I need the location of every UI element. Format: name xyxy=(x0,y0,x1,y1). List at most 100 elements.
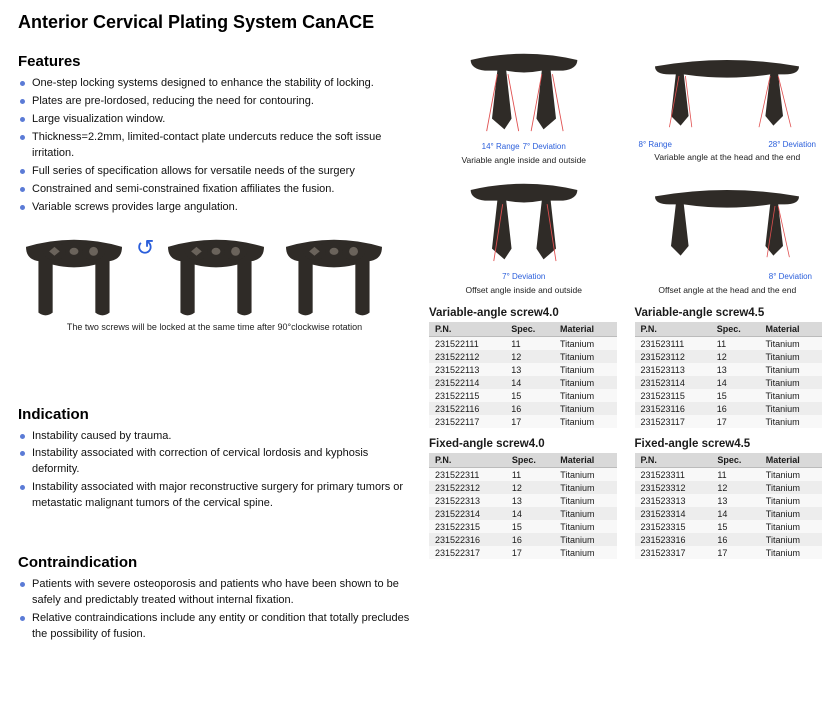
table-cell: 231522312 xyxy=(429,481,506,494)
table-cell: Titanium xyxy=(554,376,617,389)
table-cell: Titanium xyxy=(760,481,822,494)
table-cell: Titanium xyxy=(554,350,617,363)
table-cell: 231523115 xyxy=(635,389,711,402)
table-header-cell: P.N. xyxy=(429,453,506,468)
diagram-caption: Variable angle at the head and the end xyxy=(633,152,823,162)
table-cell: 231522116 xyxy=(429,402,505,415)
table-cell: Titanium xyxy=(760,402,823,415)
table-cell: 231523313 xyxy=(635,494,712,507)
table-header-cell: Material xyxy=(760,322,823,337)
table-cell: Titanium xyxy=(554,507,616,520)
plate-icon xyxy=(160,238,272,318)
diagram-cell: 7° Deviation Offset angle inside and out… xyxy=(429,177,619,295)
table-row: 23152211111Titanium xyxy=(429,337,617,351)
table-row: 23152231414Titanium xyxy=(429,507,617,520)
diagram-cell: 8° Deviation Offset angle at the head an… xyxy=(633,177,823,295)
table-cell: 231522113 xyxy=(429,363,505,376)
table-header-cell: P.N. xyxy=(429,322,505,337)
plate-caption: The two screws will be locked at the sam… xyxy=(18,322,411,332)
table-cell: 231523114 xyxy=(635,376,711,389)
table-row: 23152231212Titanium xyxy=(429,481,617,494)
screw-variable-headend-icon xyxy=(647,47,807,137)
table-cell: Titanium xyxy=(554,415,617,428)
diagram-cell: 14° Range 7° Deviation Variable angle in… xyxy=(429,47,619,165)
table-row: 23152211616Titanium xyxy=(429,402,617,415)
table-cell: 231523116 xyxy=(635,402,711,415)
angle-label: 14° Range xyxy=(482,142,520,151)
table-cell: 13 xyxy=(711,494,759,507)
table-cell: Titanium xyxy=(554,402,617,415)
table-cell: Titanium xyxy=(554,363,617,376)
table-cell: 231523317 xyxy=(635,546,712,559)
table-row: 23152231313Titanium xyxy=(429,494,617,507)
table-cell: 14 xyxy=(711,507,759,520)
table-cell: Titanium xyxy=(760,546,822,559)
angle-label: 7° Deviation xyxy=(502,272,545,281)
table-cell: Titanium xyxy=(760,533,822,546)
table-cell: 231523312 xyxy=(635,481,712,494)
table-cell: 231522112 xyxy=(429,350,505,363)
table-cell: 231523314 xyxy=(635,507,712,520)
table-cell: 17 xyxy=(505,415,554,428)
table-row: 23152211515Titanium xyxy=(429,389,617,402)
table-block: Fixed-angle screw4.5P.N.Spec.Material231… xyxy=(635,438,823,559)
table-cell: Titanium xyxy=(760,376,823,389)
table-cell: 231522313 xyxy=(429,494,506,507)
table-row: 23152231616Titanium xyxy=(429,533,617,546)
table-cell: 231522115 xyxy=(429,389,505,402)
table-block: Variable-angle screw4.5P.N.Spec.Material… xyxy=(635,307,823,428)
left-column: Features One-step locking systems design… xyxy=(18,47,411,645)
angle-label: 28° Deviation xyxy=(768,140,816,149)
diagram-caption: Offset angle at the head and the end xyxy=(633,285,823,295)
table-title: Fixed-angle screw4.5 xyxy=(635,438,823,450)
plate-icon xyxy=(278,238,390,318)
spec-table: P.N.Spec.Material23152211111Titanium2315… xyxy=(429,322,617,428)
table-cell: 231522315 xyxy=(429,520,506,533)
table-row: 23152311616Titanium xyxy=(635,402,823,415)
table-block: Variable-angle screw4.0P.N.Spec.Material… xyxy=(429,307,617,428)
screw-offset-headend-icon xyxy=(647,177,807,267)
table-cell: Titanium xyxy=(760,468,822,482)
table-cell: 15 xyxy=(506,520,554,533)
table-cell: Titanium xyxy=(760,363,823,376)
table-cell: 231523117 xyxy=(635,415,711,428)
table-title: Fixed-angle screw4.0 xyxy=(429,438,617,450)
spec-table: P.N.Spec.Material23152231111Titanium2315… xyxy=(429,453,617,559)
diagram-caption: Offset angle inside and outside xyxy=(429,285,619,295)
table-cell: 231522114 xyxy=(429,376,505,389)
table-cell: Titanium xyxy=(554,520,616,533)
table-cell: 231523113 xyxy=(635,363,711,376)
list-item: Full series of specification allows for … xyxy=(20,164,411,180)
table-row: 23152211313Titanium xyxy=(429,363,617,376)
plate-illustration-row: ↺ xyxy=(18,238,411,318)
table-header-cell: Spec. xyxy=(505,322,554,337)
table-row: 23152231111Titanium xyxy=(429,468,617,482)
table-row: 23152331313Titanium xyxy=(635,494,823,507)
table-cell: 11 xyxy=(711,468,759,482)
table-cell: 17 xyxy=(711,546,759,559)
list-item: Thickness=2.2mm, limited-contact plate u… xyxy=(20,130,411,162)
table-row: 23152331414Titanium xyxy=(635,507,823,520)
table-cell: 11 xyxy=(711,337,760,351)
table-cell: 231522117 xyxy=(429,415,505,428)
right-column: 14° Range 7° Deviation Variable angle in… xyxy=(429,47,822,645)
table-header-cell: Material xyxy=(554,322,617,337)
table-cell: 231523316 xyxy=(635,533,712,546)
table-header-cell: P.N. xyxy=(635,322,711,337)
table-cell: Titanium xyxy=(760,520,822,533)
list-item: Variable screws provides large angulatio… xyxy=(20,200,411,216)
table-header-cell: Material xyxy=(554,453,616,468)
table-row: 23152331111Titanium xyxy=(635,468,823,482)
list-item: Plates are pre-lordosed, reducing the ne… xyxy=(20,94,411,110)
list-item: Instability associated with correction o… xyxy=(20,446,411,478)
table-cell: 12 xyxy=(505,350,554,363)
screw-offset-inside-icon xyxy=(444,177,604,267)
table-cell: Titanium xyxy=(554,468,616,482)
table-cell: Titanium xyxy=(760,415,823,428)
angle-label: 8° Deviation xyxy=(769,272,812,281)
table-cell: 231522311 xyxy=(429,468,506,482)
table-header-cell: Spec. xyxy=(506,453,554,468)
table-cell: Titanium xyxy=(554,337,617,351)
diagram-cell: 8° Range 28° Deviation Variable angle at… xyxy=(633,47,823,165)
table-cell: 231523315 xyxy=(635,520,712,533)
